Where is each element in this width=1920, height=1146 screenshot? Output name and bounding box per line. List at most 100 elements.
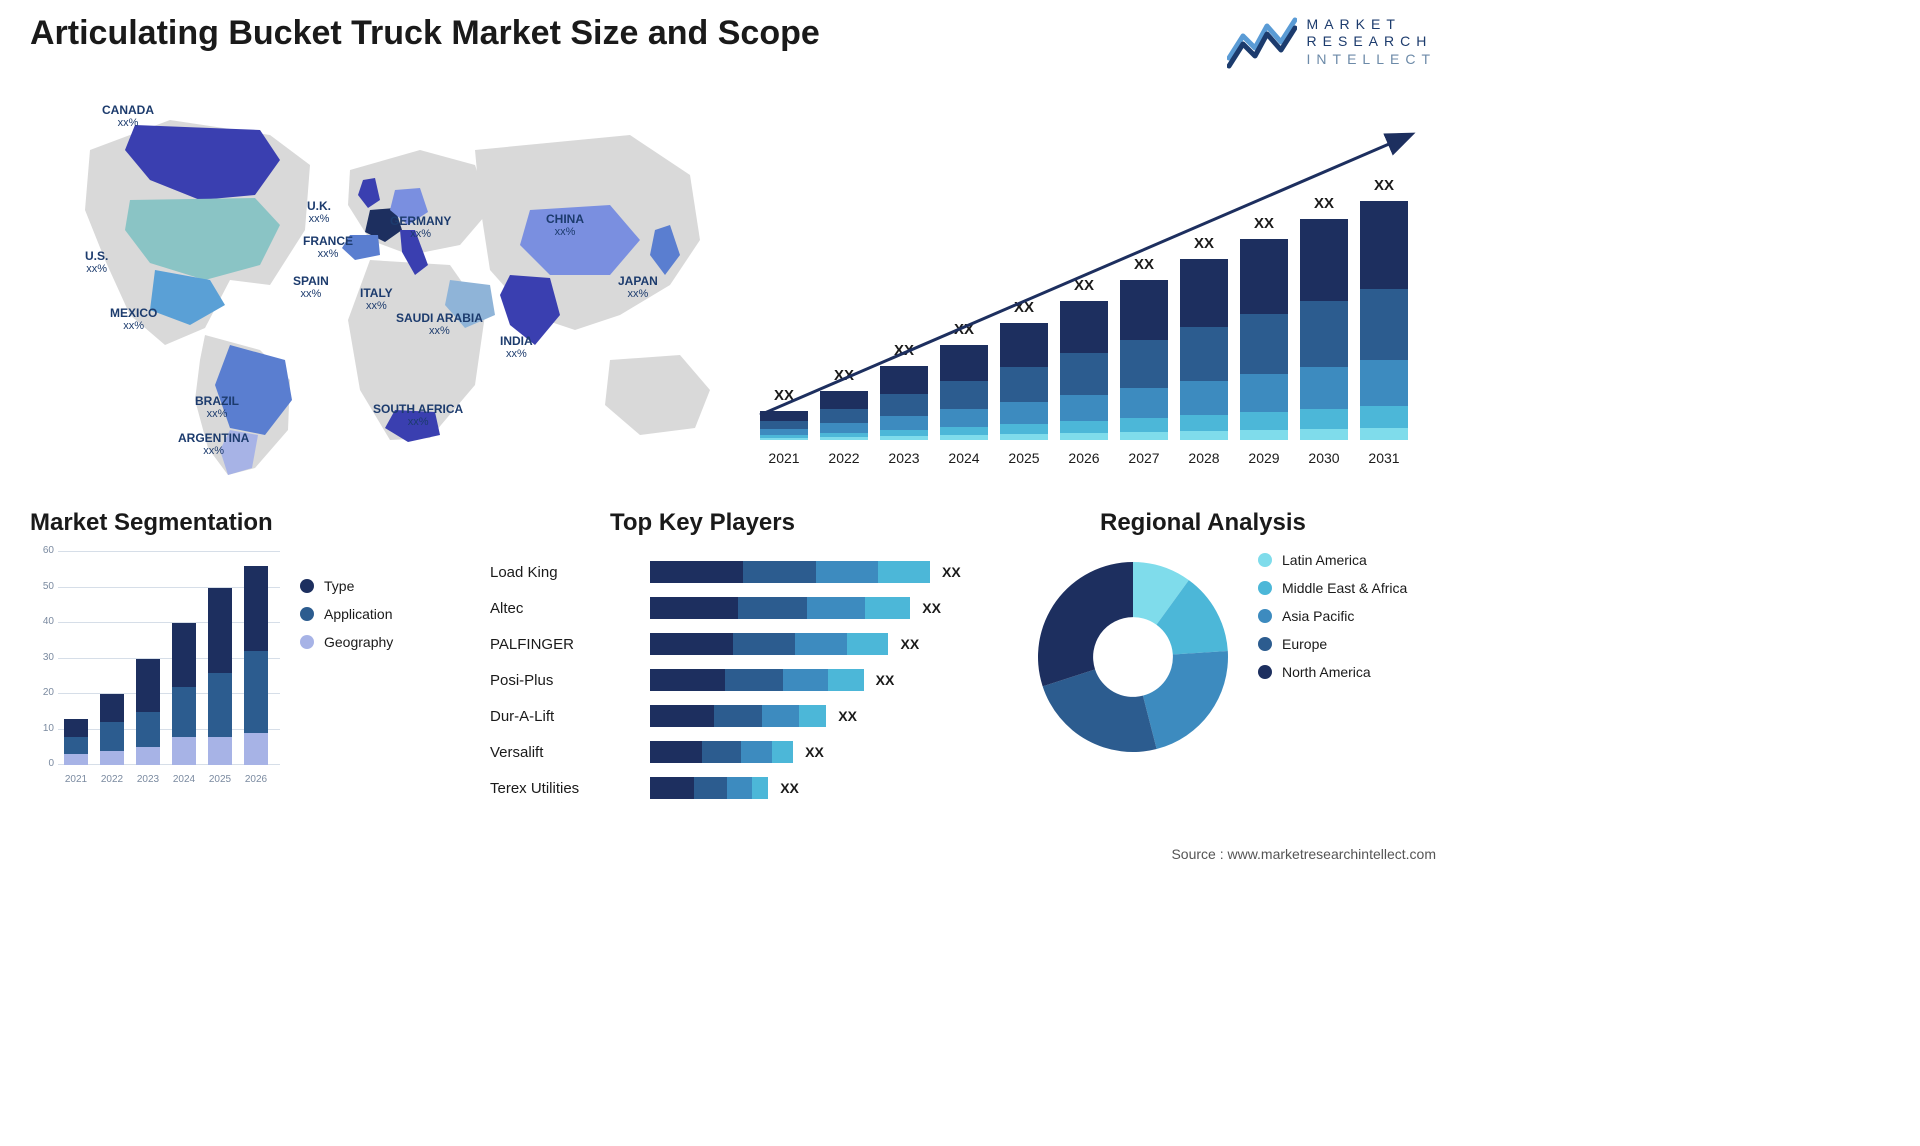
bar-segment <box>64 737 88 755</box>
bar-segment <box>1180 381 1228 415</box>
bar-segment <box>940 381 988 409</box>
bar-segment <box>940 345 988 381</box>
legend-label: Asia Pacific <box>1282 608 1354 624</box>
growth-bar: XX <box>1000 323 1048 440</box>
y-tick-label: 50 <box>34 581 54 592</box>
logo-mark-icon <box>1227 14 1297 70</box>
key-player-row: Posi-Plus XX <box>490 662 990 698</box>
year-label: 2030 <box>1300 450 1348 466</box>
bar-segment <box>64 754 88 765</box>
legend-dot-icon <box>1258 609 1272 623</box>
bar-value-label: XX <box>1240 215 1288 232</box>
logo-text-2: RESEARCH <box>1307 33 1436 51</box>
key-player-name: Posi-Plus <box>490 672 650 689</box>
regional-legend: Latin AmericaMiddle East & AfricaAsia Pa… <box>1238 552 1448 782</box>
bar-segment <box>714 705 762 727</box>
y-tick-label: 40 <box>34 616 54 627</box>
bar-segment <box>752 777 769 799</box>
key-player-name: Terex Utilities <box>490 780 650 797</box>
bar-segment <box>208 737 232 765</box>
bar-segment <box>733 633 795 655</box>
key-player-bar <box>650 741 793 763</box>
bar-segment <box>1120 340 1168 388</box>
year-label: 2025 <box>208 774 232 785</box>
key-players-chart: Load KingXXAltecXXPALFINGERXXPosi-PlusXX… <box>490 554 990 806</box>
bar-segment <box>694 777 727 799</box>
key-player-bar <box>650 705 826 727</box>
year-label: 2028 <box>1180 450 1228 466</box>
year-label: 2031 <box>1360 450 1408 466</box>
bar-segment <box>1060 395 1108 421</box>
year-label: 2022 <box>100 774 124 785</box>
bar-segment <box>172 623 196 687</box>
legend-label: Latin America <box>1282 552 1367 568</box>
bar-segment <box>741 741 772 763</box>
y-tick-label: 10 <box>34 723 54 734</box>
growth-bar: XX <box>1180 259 1228 440</box>
growth-bar: XX <box>1240 239 1288 440</box>
bar-segment <box>1060 433 1108 440</box>
bar-segment <box>244 651 268 733</box>
bar-segment <box>650 633 733 655</box>
page-title: Articulating Bucket Truck Market Size an… <box>30 14 820 53</box>
bar-segment <box>136 747 160 765</box>
bar-segment <box>1360 289 1408 360</box>
regional-title: Regional Analysis <box>1100 509 1306 537</box>
key-player-bar <box>650 669 864 691</box>
seg-bar <box>244 566 268 765</box>
brand-logo: MARKET RESEARCH INTELLECT <box>1227 14 1436 70</box>
seg-bar <box>136 659 160 766</box>
logo-text-1: MARKET <box>1307 16 1436 34</box>
bar-segment <box>1360 360 1408 406</box>
bar-segment <box>1240 374 1288 412</box>
year-label: 2022 <box>820 450 868 466</box>
bar-value-label: XX <box>760 387 808 404</box>
bar-value-label: XX <box>880 342 928 359</box>
bar-segment <box>1240 239 1288 314</box>
growth-bar: XX <box>1060 301 1108 440</box>
legend-dot-icon <box>1258 553 1272 567</box>
bar-segment <box>100 694 124 722</box>
donut-chart <box>1028 552 1238 762</box>
legend-item: Europe <box>1258 636 1448 652</box>
bar-segment <box>820 409 868 423</box>
bar-segment <box>1240 430 1288 440</box>
bar-segment <box>1120 388 1168 418</box>
bar-segment <box>880 394 928 416</box>
key-player-name: Versalift <box>490 744 650 761</box>
year-label: 2023 <box>136 774 160 785</box>
year-label: 2021 <box>760 450 808 466</box>
bar-segment <box>172 737 196 765</box>
key-player-row: VersaliftXX <box>490 734 990 770</box>
year-label: 2023 <box>880 450 928 466</box>
key-player-value: XX <box>838 708 857 724</box>
bar-value-label: XX <box>1120 256 1168 273</box>
donut-slice <box>1143 651 1228 749</box>
legend-dot-icon <box>300 579 314 593</box>
key-player-value: XX <box>942 564 961 580</box>
bar-segment <box>940 409 988 427</box>
country-shape <box>500 275 560 345</box>
seg-bar <box>64 719 88 765</box>
bar-segment <box>64 719 88 737</box>
bar-segment <box>650 561 743 583</box>
growth-bar: XX <box>1360 201 1408 440</box>
donut-slice <box>1038 562 1133 686</box>
bar-segment <box>816 561 878 583</box>
bar-segment <box>1060 301 1108 353</box>
bar-segment <box>650 741 702 763</box>
bar-segment <box>1120 432 1168 440</box>
bar-segment <box>1300 219 1348 301</box>
growth-bar: XX <box>1300 219 1348 440</box>
bar-segment <box>100 751 124 765</box>
logo-text-3: INTELLECT <box>1307 51 1436 69</box>
key-player-name: Load King <box>490 564 650 581</box>
bar-segment <box>1000 323 1048 367</box>
seg-bar <box>208 588 232 766</box>
regional-chart: Latin AmericaMiddle East & AfricaAsia Pa… <box>1028 552 1448 782</box>
key-player-value: XX <box>876 672 895 688</box>
bar-segment <box>136 712 160 748</box>
legend-label: Type <box>324 578 354 594</box>
segmentation-title: Market Segmentation <box>30 509 273 537</box>
legend-dot-icon <box>300 607 314 621</box>
